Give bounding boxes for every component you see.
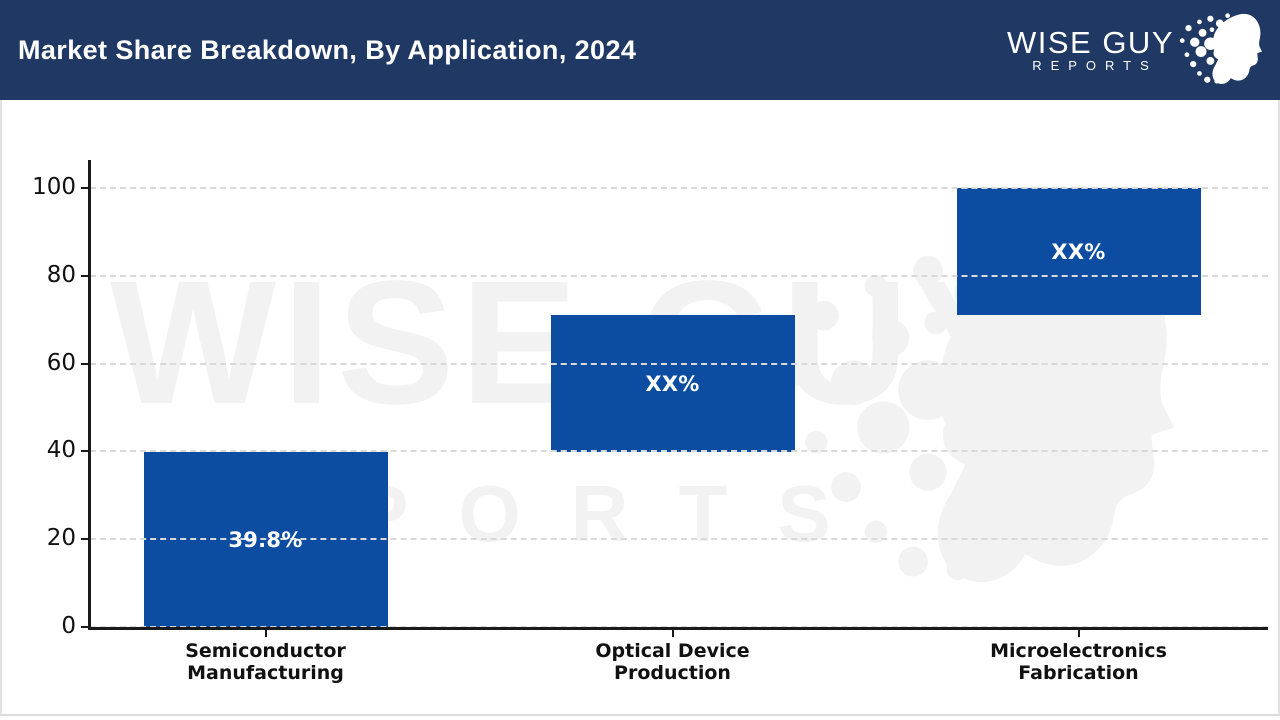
bar-segment (956, 188, 1201, 316)
chart-canvas: WISE GUY REPORTS 0 20 40 60 80 100 39.8% Semico… (0, 100, 1280, 716)
header-bar: Market Share Breakdown, By Application, … (0, 0, 1280, 100)
gridline (90, 450, 1268, 453)
x-axis-tick (264, 629, 267, 637)
x-axis-category-label: Semiconductor Manufacturing (106, 640, 426, 685)
category-label-line: Optical Device (595, 640, 750, 662)
gridline (90, 274, 1268, 277)
y-axis-tick (81, 538, 90, 541)
brand-name: WISE GUY (1006, 24, 1174, 60)
category-label-line: Manufacturing (187, 661, 344, 684)
category-label-line: Semiconductor (185, 640, 346, 662)
y-axis-tick-label: 20 (46, 525, 76, 552)
bar-value-label: XX% (1051, 239, 1106, 264)
x-axis-line (88, 627, 1268, 630)
x-axis-tick (1077, 629, 1080, 637)
page-title: Market Share Breakdown, By Application, … (18, 34, 637, 65)
brand-logo-text: WISE GUY REPORTS (1006, 24, 1174, 74)
bar-value-label-box: 39.8% (144, 452, 388, 627)
brand-logo: WISE GUY REPORTS (1007, 7, 1266, 93)
y-axis-tick (81, 274, 90, 277)
bar-value-label-box: XX% (957, 188, 1201, 315)
bar-segment (550, 315, 795, 453)
gridline (90, 362, 1268, 365)
y-axis-tick (81, 626, 90, 628)
y-axis-tick-label: 40 (46, 437, 76, 464)
y-axis-tick (81, 362, 90, 365)
y-axis-tick-label: 60 (46, 349, 76, 376)
category-label-line: Microelectronics (990, 640, 1167, 662)
gridline (90, 187, 1268, 189)
y-axis-tick-label: 100 (32, 174, 76, 200)
brand-subtitle: REPORTS (1032, 58, 1158, 74)
category-label-line: Production (614, 661, 731, 684)
chart-plot-area: 0 20 40 60 80 100 39.8% Semiconductor Manufactur… (2, 100, 1278, 714)
gridline (90, 538, 1268, 541)
category-label-line: Fabrication (1018, 661, 1139, 684)
y-axis-tick-label: 80 (46, 261, 76, 288)
x-axis-tick (671, 629, 674, 637)
y-axis-tick (81, 450, 90, 453)
bar-value-label: XX% (645, 371, 700, 396)
x-axis-category-label: Microelectronics Fabrication (919, 640, 1239, 685)
brand-face-icon (1179, 13, 1262, 85)
bar-value-label-box: XX% (551, 315, 795, 452)
y-axis-tick (81, 187, 90, 189)
y-axis-line (88, 160, 91, 629)
bar-value-label: 39.8% (228, 527, 303, 552)
y-axis-tick-label: 0 (61, 613, 76, 639)
x-axis-category-label: Optical Device Production (513, 640, 833, 685)
